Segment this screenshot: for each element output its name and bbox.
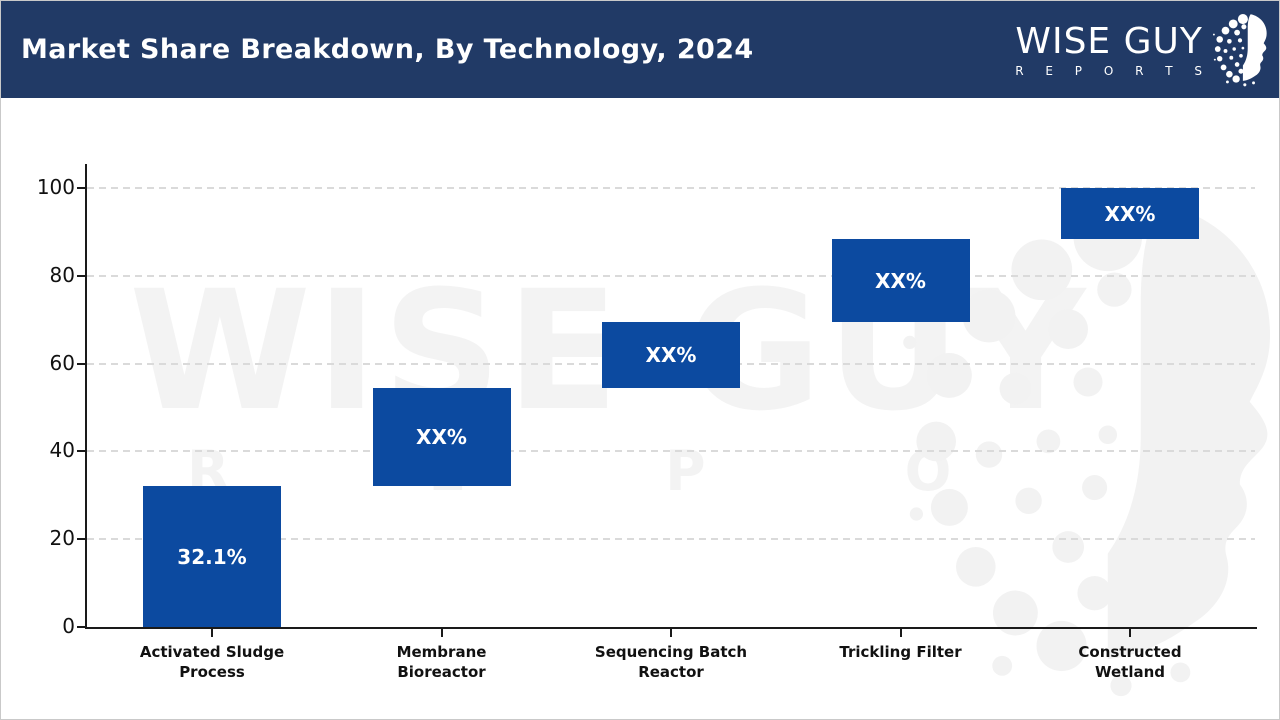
- bar-segment: XX%: [372, 387, 511, 487]
- y-tick-label: 20: [49, 526, 75, 551]
- wise-guy-logo: WISE GUY R E P O R T S: [1007, 8, 1269, 92]
- bar-value-label: XX%: [645, 343, 697, 368]
- x-category-label: Activated Sludge Process: [139, 643, 285, 681]
- gridline: [87, 538, 1255, 541]
- y-axis-line: [85, 164, 87, 629]
- y-tick-mark: [77, 187, 85, 189]
- header-bar: Market Share Breakdown, By Technology, 2…: [1, 1, 1279, 98]
- y-tick-label: 80: [49, 262, 75, 287]
- bar-segment: 32.1%: [143, 486, 281, 627]
- y-tick-label: 100: [36, 175, 75, 199]
- logo-wordmark: WISE GUY: [1015, 21, 1203, 62]
- y-tick-mark: [77, 450, 85, 453]
- y-tick-mark: [77, 274, 85, 277]
- x-tick-mark: [899, 629, 902, 637]
- bar-value-label: XX%: [416, 424, 467, 449]
- dotted-face-profile-icon: [1212, 14, 1267, 87]
- x-tick-mark: [440, 629, 443, 637]
- bar-segment: XX%: [831, 239, 970, 323]
- y-tick-mark: [77, 538, 85, 541]
- y-tick-label: 60: [49, 350, 75, 375]
- x-category-label: Sequencing Batch Reactor: [594, 643, 748, 681]
- x-category-label: Membrane Bioreactor: [396, 643, 487, 681]
- bar-value-label: XX%: [875, 268, 926, 293]
- x-axis-line: [85, 627, 1257, 629]
- y-tick-mark: [77, 362, 85, 365]
- y-tick-mark: [77, 626, 85, 628]
- gridline: [87, 274, 1255, 277]
- bar-segment: XX%: [1061, 188, 1199, 240]
- gridline: [87, 187, 1255, 189]
- y-tick-label: 40: [49, 438, 75, 463]
- bar-value-label: XX%: [1104, 201, 1156, 226]
- page-title: Market Share Breakdown, By Technology, 2…: [21, 34, 754, 65]
- bar-value-label: 32.1%: [177, 544, 247, 569]
- gridline: [87, 450, 1255, 453]
- y-tick-label: 0: [62, 614, 75, 638]
- x-tick-mark: [1129, 629, 1131, 637]
- x-tick-mark: [670, 629, 672, 637]
- logo-subtext: R E P O R T S: [1015, 64, 1211, 78]
- logo-text: WISE GUY R E P O R T S: [1007, 21, 1211, 79]
- x-category-label: Trickling Filter: [839, 643, 962, 661]
- x-category-label: Constructed Wetland: [1078, 643, 1182, 681]
- x-tick-mark: [211, 629, 213, 637]
- bar-segment: XX%: [602, 322, 740, 388]
